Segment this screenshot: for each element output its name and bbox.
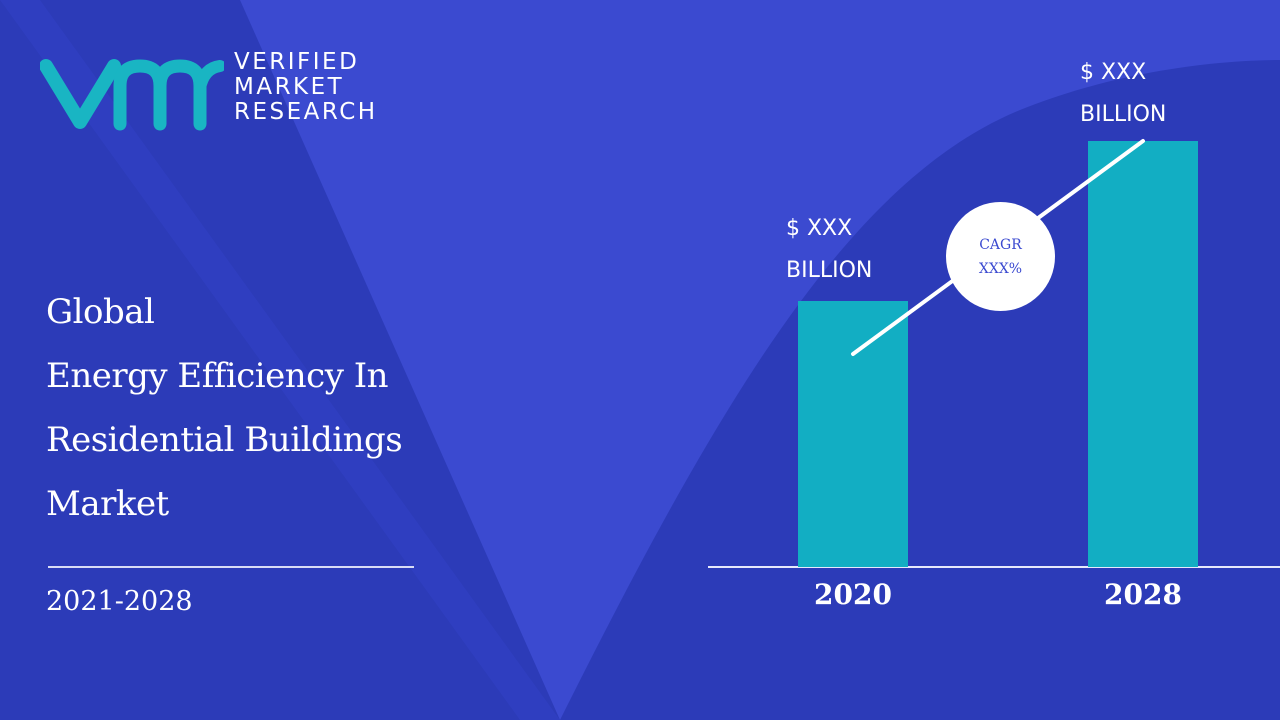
cagr-badge: CAGR XXX% — [946, 202, 1055, 311]
bar-value-currency: $ XXX — [786, 216, 853, 241]
vmr-logo-icon — [40, 59, 224, 131]
bar-value-currency: $ XXX — [1080, 60, 1147, 85]
report-title: Global Energy Efficiency In Residential … — [46, 280, 476, 536]
x-tick-label-2020: 2020 — [814, 578, 892, 611]
bar-2028 — [1088, 141, 1198, 567]
forecast-period: 2021-2028 — [46, 586, 193, 617]
bar-value-label-2020: $ XXX BILLION — [786, 208, 872, 292]
brand-line-1: VERIFIED — [234, 49, 360, 75]
bar-value-unit: BILLION — [1080, 102, 1167, 127]
title-line-4: Market — [46, 484, 169, 524]
bar-2020 — [798, 301, 908, 567]
background-band-highlight — [0, 0, 560, 720]
brand-logo: VERIFIED MARKET RESEARCH — [40, 48, 400, 132]
brand-line-2: MARKET — [234, 74, 345, 100]
brand-wordmark: VERIFIED MARKET RESEARCH — [234, 50, 378, 125]
title-line-3: Residential Buildings — [46, 420, 403, 460]
cagr-value: XXX% — [978, 260, 1023, 277]
title-divider — [48, 566, 414, 568]
bar-value-unit: BILLION — [786, 258, 873, 283]
bar-value-label-2028: $ XXX BILLION — [1080, 52, 1166, 136]
x-tick-label-2028: 2028 — [1104, 578, 1182, 611]
brand-line-3: RESEARCH — [234, 99, 378, 125]
cagr-label: CAGR — [979, 236, 1022, 253]
title-line-2: Energy Efficiency In — [46, 356, 389, 396]
title-line-1: Global — [46, 292, 155, 332]
